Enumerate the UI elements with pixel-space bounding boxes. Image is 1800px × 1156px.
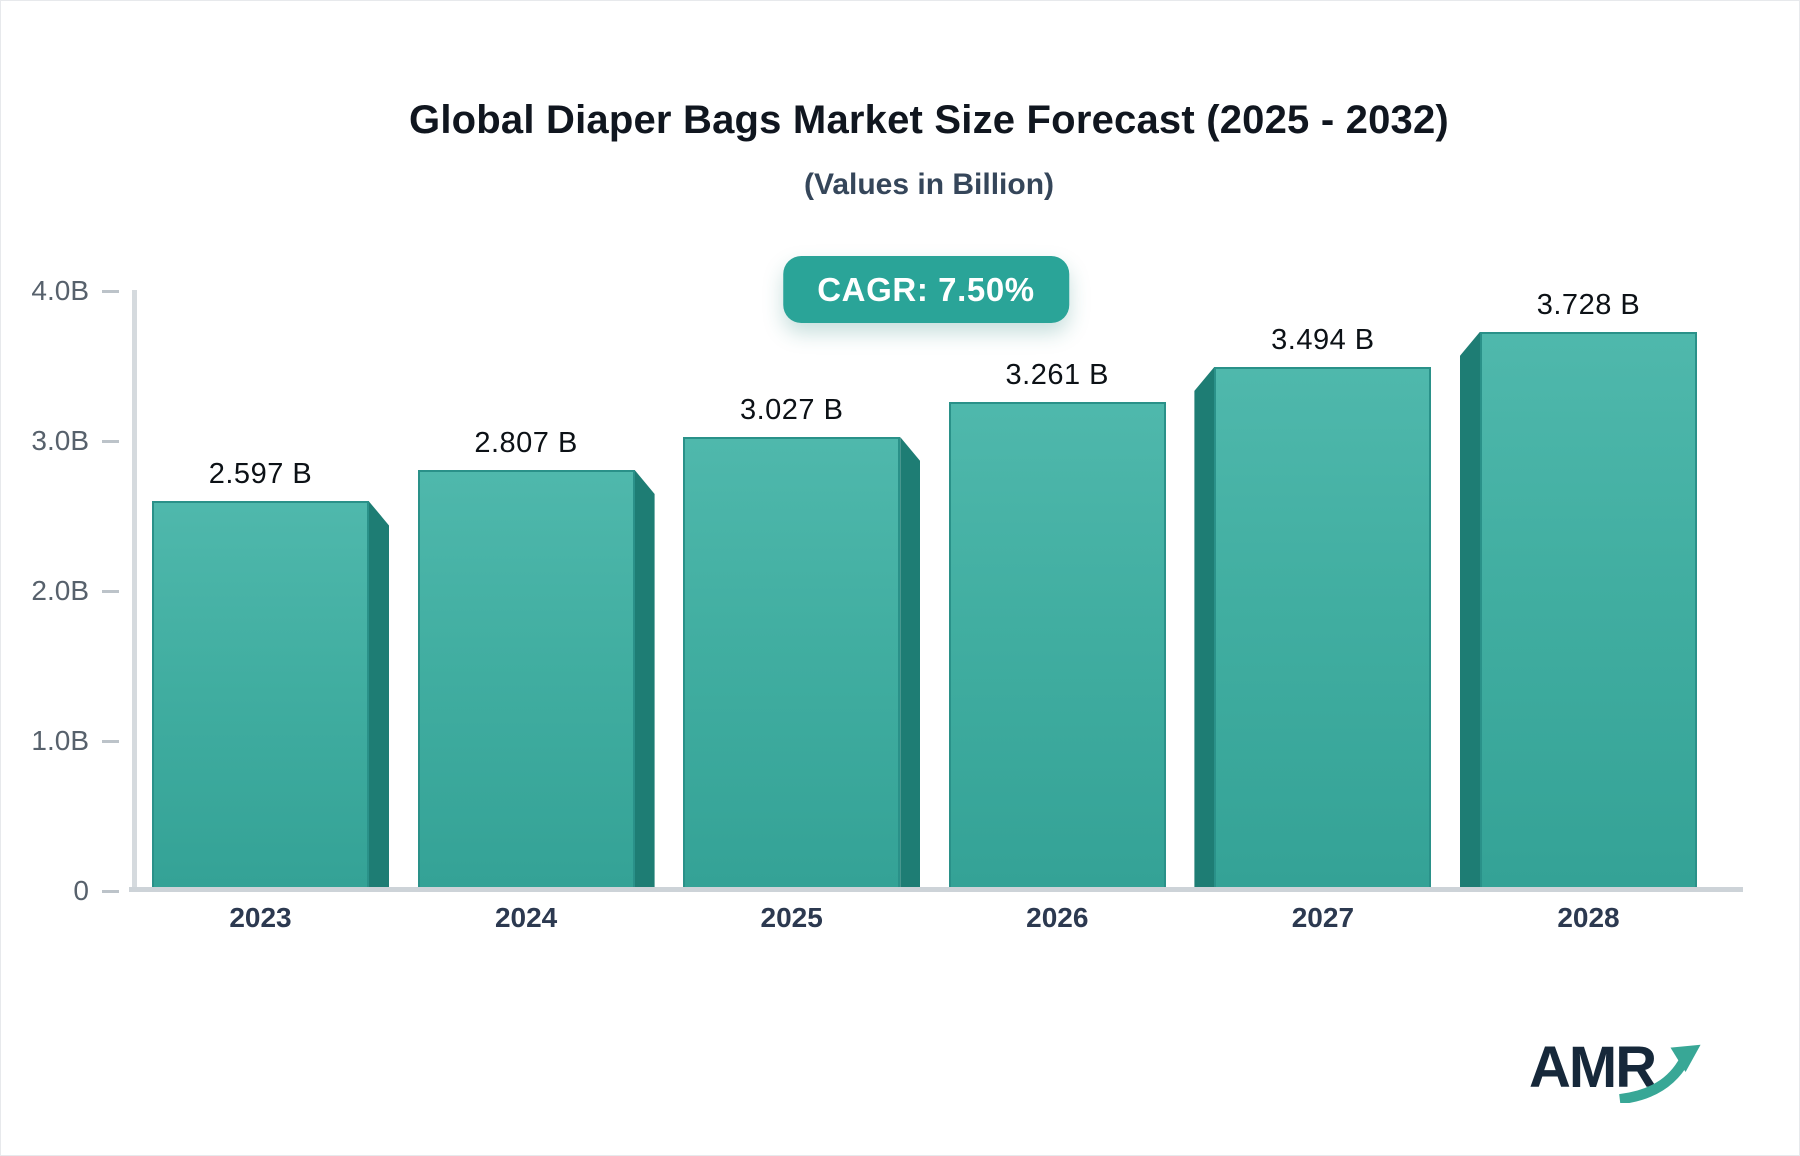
y-tick-label: 3.0B xyxy=(31,425,89,456)
y-tick-dash xyxy=(102,739,119,743)
bar-3d-side xyxy=(1460,331,1480,889)
x-tick-label: 2023 xyxy=(229,902,292,933)
bar-3d-side xyxy=(634,469,655,889)
y-axis-line xyxy=(132,290,137,892)
bar-3d-side xyxy=(369,501,389,889)
bar-2028 xyxy=(1480,331,1697,891)
amr-logo: AMR xyxy=(1529,1037,1719,1107)
x-tick-label: 2028 xyxy=(1557,902,1620,933)
y-tick-label: 2.0B xyxy=(31,575,89,606)
y-tick-dash xyxy=(102,439,119,443)
bar-value-label: 3.728 B xyxy=(1536,288,1641,321)
cagr-badge-label: CAGR: 7.50% xyxy=(817,270,1035,308)
x-tick-label: 2024 xyxy=(494,902,558,933)
x-axis-line xyxy=(129,887,1743,892)
bar-value-label: 2.807 B xyxy=(474,426,578,459)
chart-subtitle: (Values in Billion) xyxy=(803,168,1055,201)
cagr-badge: CAGR: 7.50% xyxy=(783,256,1069,323)
bar-value-label: 3.494 B xyxy=(1271,323,1375,356)
bar-2023 xyxy=(152,501,369,891)
y-tick-label: 1.0B xyxy=(31,725,89,756)
bar-value-label: 3.261 B xyxy=(1005,358,1110,391)
y-tick-label: 0 xyxy=(73,875,89,906)
bar-2025 xyxy=(683,436,901,891)
bar-value-label: 2.597 B xyxy=(208,458,313,491)
growth-arrow-icon xyxy=(1619,1044,1701,1103)
amr-logo-text: AMR xyxy=(1529,1035,1657,1100)
y-tick-dash xyxy=(102,289,119,293)
y-tick-dash xyxy=(102,889,119,893)
x-tick-label: 2027 xyxy=(1291,902,1355,933)
x-tick-label: 2026 xyxy=(1026,902,1089,933)
bar-2024 xyxy=(417,469,635,891)
y-tick-dash xyxy=(102,589,119,593)
bar-3d-side xyxy=(900,436,921,889)
chart-title: Global Diaper Bags Market Size Forecast … xyxy=(409,98,1449,142)
x-tick-label: 2025 xyxy=(760,902,823,933)
bar-2027 xyxy=(1214,366,1432,891)
bar-value-label: 3.027 B xyxy=(739,393,844,426)
bar-2026 xyxy=(948,401,1166,891)
y-tick-label: 4.0B xyxy=(31,275,89,306)
bar-3d-side xyxy=(1194,366,1215,889)
